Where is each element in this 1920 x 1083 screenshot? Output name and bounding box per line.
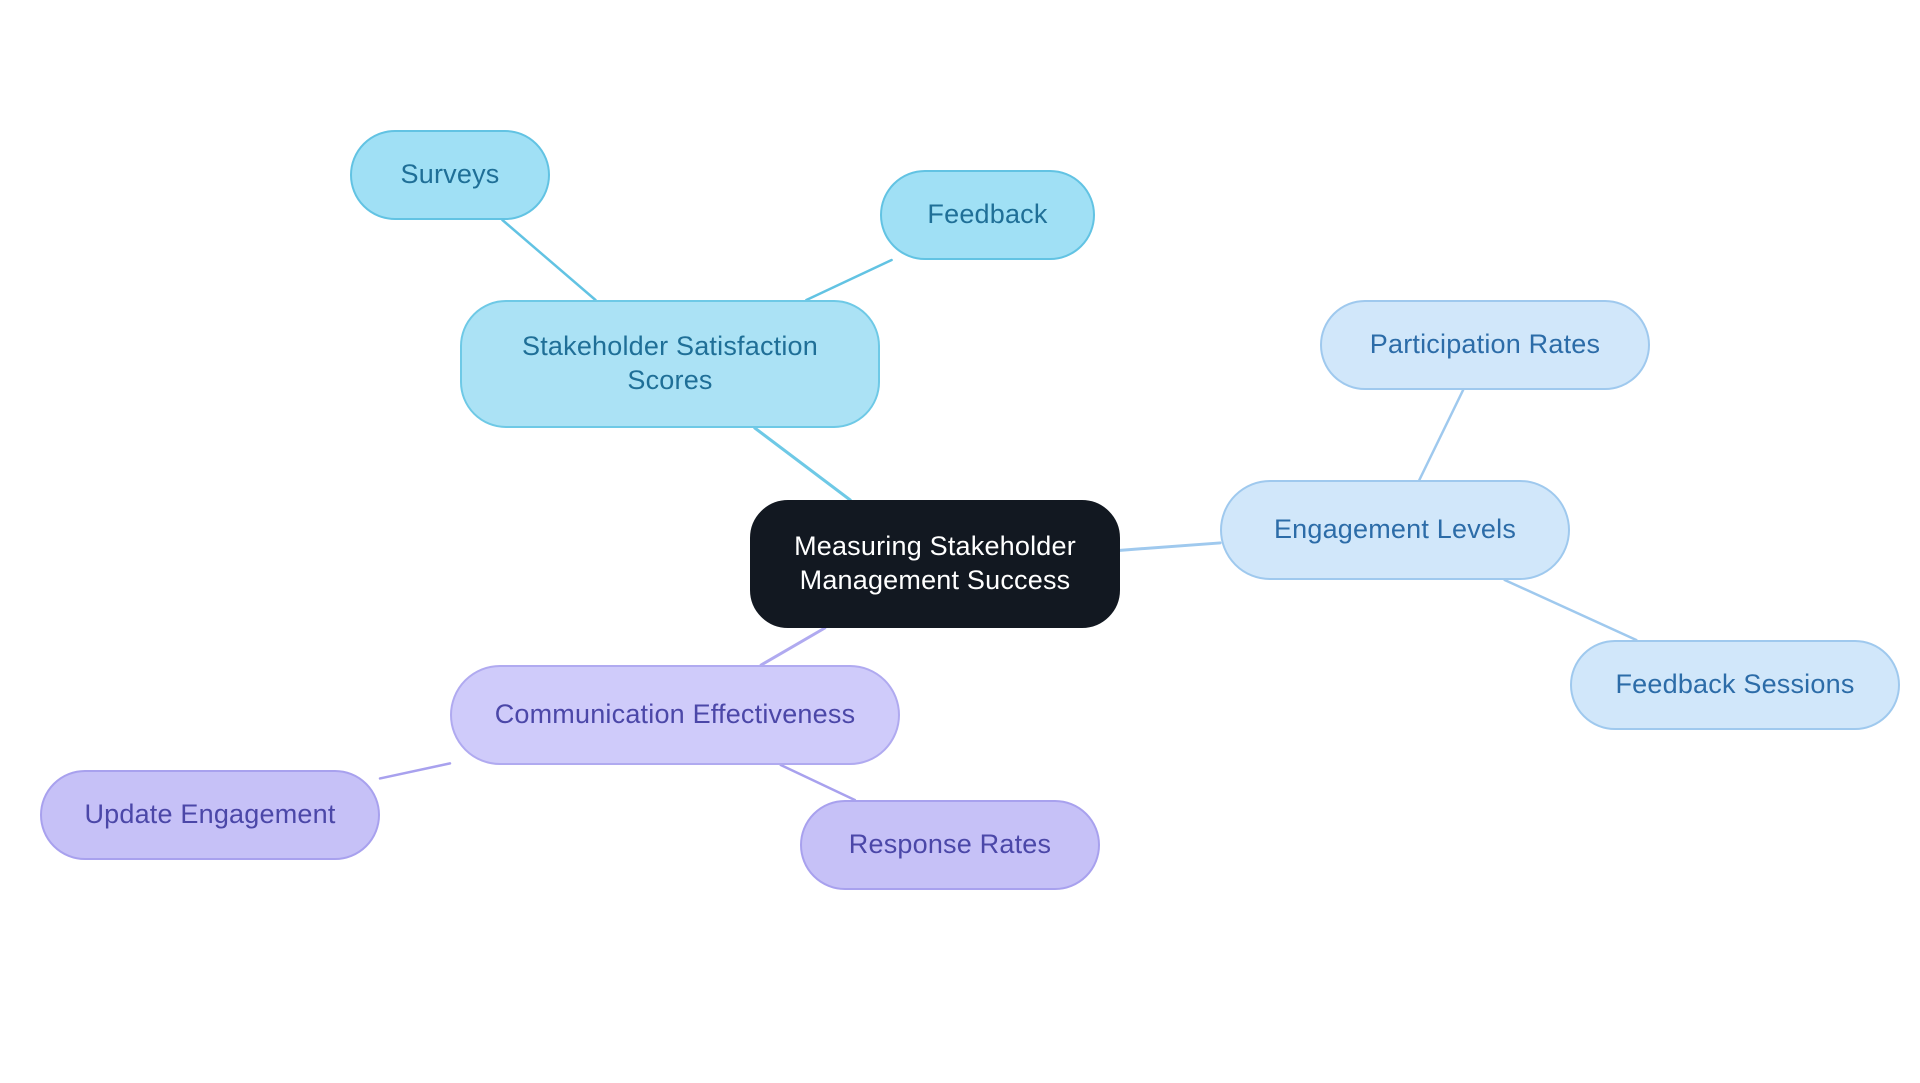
node-update-engagement-label: Update Engagement [84, 798, 335, 832]
node-participation: Participation Rates [1320, 300, 1650, 390]
node-satisfaction: Stakeholder Satisfaction Scores [460, 300, 880, 428]
node-surveys: Surveys [350, 130, 550, 220]
node-feedback: Feedback [880, 170, 1095, 260]
node-satisfaction-label: Stakeholder Satisfaction Scores [490, 330, 850, 398]
node-feedback-sessions: Feedback Sessions [1570, 640, 1900, 730]
node-center: Measuring Stakeholder Management Success [750, 500, 1120, 628]
node-update-engagement: Update Engagement [40, 770, 380, 860]
node-center-label: Measuring Stakeholder Management Success [780, 530, 1090, 598]
node-communication-label: Communication Effectiveness [495, 698, 856, 732]
node-engagement-label: Engagement Levels [1274, 513, 1516, 547]
node-response-rates: Response Rates [800, 800, 1100, 890]
node-response-rates-label: Response Rates [849, 828, 1051, 862]
node-participation-label: Participation Rates [1370, 328, 1600, 362]
node-feedback-label: Feedback [927, 198, 1047, 232]
node-engagement: Engagement Levels [1220, 480, 1570, 580]
mindmap-canvas: Measuring Stakeholder Management Success… [0, 0, 1920, 1083]
node-feedback-sessions-label: Feedback Sessions [1615, 668, 1854, 702]
node-communication: Communication Effectiveness [450, 665, 900, 765]
node-surveys-label: Surveys [401, 158, 500, 192]
